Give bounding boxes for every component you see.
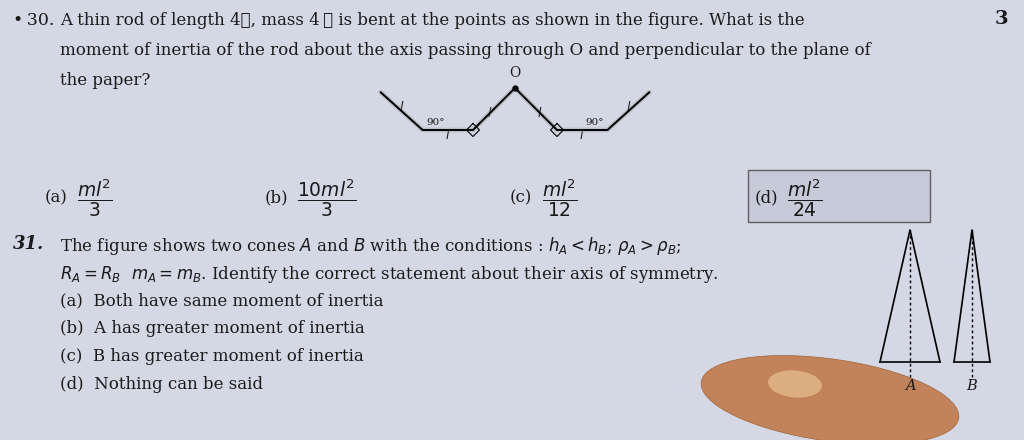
Text: $\dfrac{ml^2}{12}$: $\dfrac{ml^2}{12}$: [542, 177, 578, 219]
Text: (d): (d): [755, 190, 778, 206]
Text: $\dfrac{ml^2}{24}$: $\dfrac{ml^2}{24}$: [787, 177, 823, 219]
Text: $l$: $l$: [580, 128, 585, 143]
Text: 90°: 90°: [586, 118, 604, 127]
Text: $R_A = R_B$  $m_A = m_B$. Identify the correct statement about their axis of sym: $R_A = R_B$ $m_A = m_B$. Identify the co…: [60, 264, 719, 285]
Text: $l$: $l$: [487, 106, 493, 120]
Ellipse shape: [701, 356, 958, 440]
Text: $l$: $l$: [538, 106, 543, 120]
Text: (a): (a): [45, 190, 68, 206]
Text: $\dfrac{ml^2}{24}$: $\dfrac{ml^2}{24}$: [787, 177, 823, 219]
Text: $l$: $l$: [626, 100, 631, 114]
Text: The figure shows two cones $A$ and $B$ with the conditions : $h_A < h_B$; $\rho_: The figure shows two cones $A$ and $B$ w…: [60, 235, 682, 257]
FancyBboxPatch shape: [748, 170, 930, 222]
Text: $l$: $l$: [399, 100, 404, 114]
Text: (a)  Both have same moment of inertia: (a) Both have same moment of inertia: [60, 292, 384, 309]
Text: B: B: [967, 379, 977, 393]
Text: 31.: 31.: [13, 235, 44, 253]
Text: the paper?: the paper?: [60, 72, 151, 89]
Text: (b): (b): [265, 190, 289, 206]
Text: A: A: [904, 379, 915, 393]
Text: $\dfrac{10ml^2}{3}$: $\dfrac{10ml^2}{3}$: [297, 177, 356, 219]
Text: O: O: [509, 66, 520, 80]
Text: • 30.: • 30.: [13, 12, 54, 29]
Text: (c)  B has greater moment of inertia: (c) B has greater moment of inertia: [60, 348, 364, 365]
Text: 3: 3: [995, 10, 1009, 28]
Text: (b)  A has greater moment of inertia: (b) A has greater moment of inertia: [60, 320, 365, 337]
Text: $\dfrac{ml^2}{3}$: $\dfrac{ml^2}{3}$: [77, 177, 113, 219]
Text: 90°: 90°: [426, 118, 444, 127]
Text: (d)  Nothing can be said: (d) Nothing can be said: [60, 376, 263, 393]
Text: A thin rod of length 4ℓ, mass 4 ℳ is bent at the points as shown in the figure. : A thin rod of length 4ℓ, mass 4 ℳ is ben…: [60, 12, 805, 29]
Text: (d): (d): [755, 190, 778, 206]
Text: (c): (c): [510, 190, 532, 206]
Ellipse shape: [768, 370, 822, 398]
Text: $l$: $l$: [445, 128, 451, 143]
Text: moment of inertia of the rod about the axis passing through O and perpendicular : moment of inertia of the rod about the a…: [60, 42, 870, 59]
